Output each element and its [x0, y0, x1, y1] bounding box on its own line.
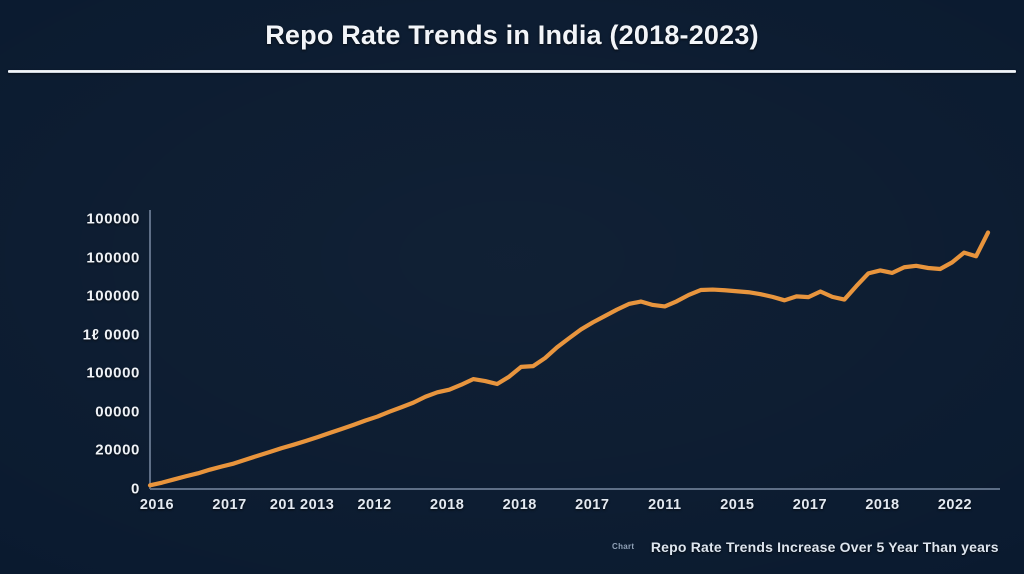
y-axis-tick-label: 100000 [86, 249, 140, 267]
x-axis-tick-label: 2017 [212, 497, 247, 513]
y-axis-tick-label: 100000 [86, 287, 140, 305]
page-title: Repo Rate Trends in India (2018-2023) [265, 20, 759, 50]
title-block: Repo Rate Trends in India (2018-2023) [0, 0, 1024, 80]
x-axis-tick-label: 2016 [139, 497, 175, 513]
x-axis-tick-label: 2018 [430, 497, 465, 513]
title-divider [8, 70, 1016, 73]
caption-prefix: Chart [612, 542, 635, 552]
y-axis-tick-label: 00000 [95, 403, 140, 421]
x-axis-tick-label: 2018 [865, 497, 900, 513]
line-chart-svg [147, 210, 1000, 490]
caption-text: Repo Rate Trends Increase Over 5 Year Th… [650, 538, 999, 555]
x-axis-tick-label: 2011 [648, 497, 682, 513]
x-axis-tick-label: 2018 [502, 497, 537, 513]
y-axis-tick-label: 100000 [86, 364, 140, 382]
y-axis-tick-label: 100000 [86, 210, 140, 228]
data-series-line [147, 230, 991, 488]
y-axis-tick-label: 0 [131, 480, 140, 498]
x-axis-tick-label: 2022 [937, 497, 973, 513]
plot-area: 100000 100000 100000 1ℓ 0000 100000 00000 2000… [0, 80, 1024, 574]
x-axis-tick-label: 2012 [357, 497, 392, 513]
x-axis-tick-label: 201 2013 [269, 497, 335, 513]
x-axis-tick-label: 2015 [720, 497, 755, 513]
chart-caption: Chart Repo Rate Trends Increase Over 5 Y… [612, 538, 1016, 564]
y-axis-tick-label: 20000 [95, 441, 140, 459]
x-axis-tick-label: 2017 [792, 497, 828, 513]
x-axis-tick-label: 2017 [575, 497, 610, 513]
y-axis-tick-label: 1ℓ 0000 [82, 326, 140, 344]
